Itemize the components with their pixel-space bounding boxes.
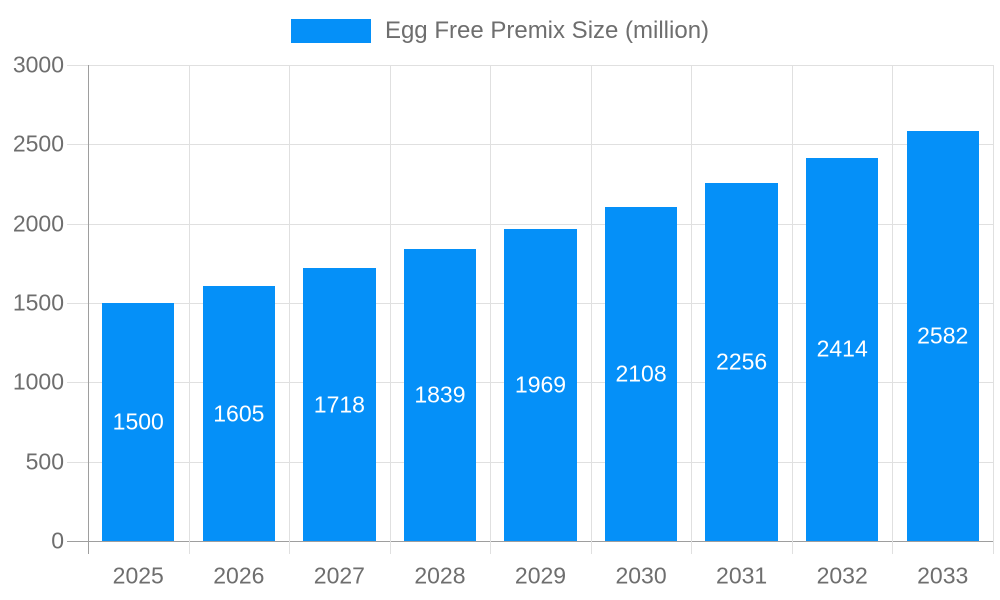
x-axis-tick-label: 2028 (414, 562, 466, 589)
legend[interactable]: Egg Free Premix Size (million) (0, 17, 1000, 45)
x-gridline (289, 65, 291, 554)
y-axis-tick-label: 2500 (12, 130, 64, 157)
bar-value-label: 1969 (514, 371, 567, 398)
y-axis-tick-label: 1000 (12, 368, 64, 395)
x-axis-tick-label: 2030 (615, 562, 667, 589)
bar-value-label: 2414 (816, 335, 868, 362)
bar-value-label: 2582 (917, 322, 969, 349)
bar-value-label: 1718 (313, 391, 365, 418)
x-gridline (490, 65, 492, 554)
bar[interactable] (504, 228, 577, 541)
bar[interactable] (906, 131, 979, 541)
x-axis-tick-label: 2027 (313, 562, 365, 589)
y-axis-tick-label: 3000 (12, 51, 64, 78)
y-axis-tick-label: 2000 (12, 210, 64, 237)
bar-value-label: 1500 (112, 408, 164, 435)
bar[interactable] (705, 183, 778, 541)
bar-value-label: 2108 (615, 360, 667, 387)
x-gridline (993, 65, 994, 554)
x-gridline (389, 65, 391, 554)
bar-value-label: 1605 (213, 400, 265, 427)
x-axis-tick-label: 2032 (816, 562, 868, 589)
x-axis-tick-label: 2026 (213, 562, 265, 589)
bar[interactable] (604, 206, 678, 541)
bar[interactable] (805, 157, 879, 541)
x-gridline (188, 65, 190, 554)
bar[interactable] (303, 268, 376, 541)
y-gridline (67, 541, 993, 542)
x-gridline (691, 65, 693, 554)
x-axis-tick-label: 2029 (514, 562, 567, 589)
x-axis-tick-label: 2025 (112, 562, 164, 589)
y-axis-tick-label: 500 (25, 448, 64, 475)
x-axis-tick-label: 2031 (716, 562, 768, 589)
bar-value-label: 1839 (414, 381, 466, 408)
y-axis-tick-label: 1500 (12, 289, 64, 316)
bar[interactable] (403, 249, 477, 541)
x-gridline (88, 65, 89, 554)
bar-value-label: 2256 (716, 348, 768, 375)
x-axis-tick-label: 2033 (917, 562, 969, 589)
y-gridline (67, 65, 993, 66)
x-gridline (892, 65, 894, 554)
y-axis-tick-label: 0 (51, 527, 64, 554)
bar[interactable] (202, 286, 276, 541)
y-gridline (67, 223, 993, 225)
y-gridline (67, 144, 993, 146)
x-gridline (791, 65, 793, 554)
legend-label: Egg Free Premix Size (million) (384, 17, 710, 44)
x-gridline (590, 65, 592, 554)
bar[interactable] (102, 303, 175, 541)
legend-swatch (290, 19, 371, 43)
